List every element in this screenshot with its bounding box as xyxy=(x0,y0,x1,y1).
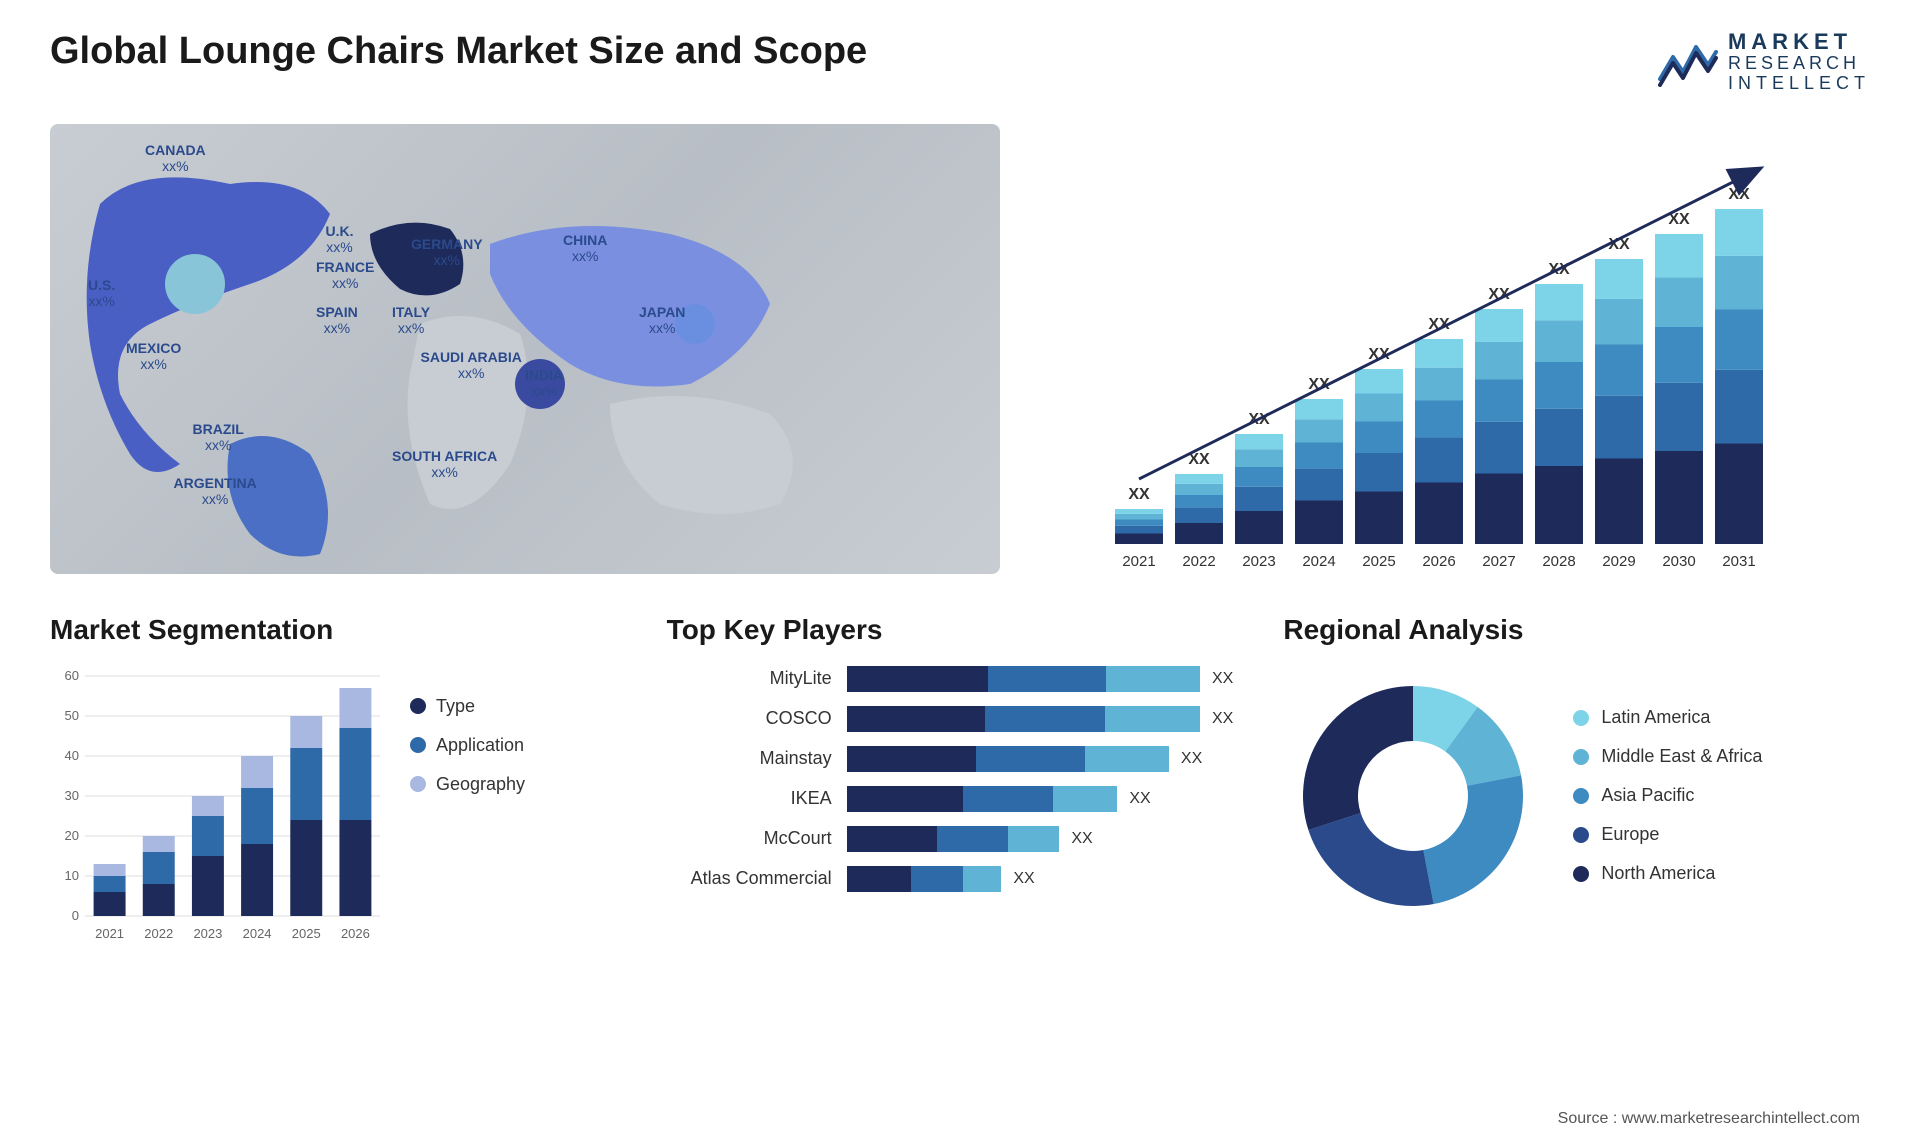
logo: MARKET RESEARCH INTELLECT xyxy=(1658,30,1870,94)
segmentation-legend: Type Application Geography xyxy=(410,666,525,946)
key-players-chart: MityLite XX COSCO XX Mainstay XX IKEA XX… xyxy=(667,666,1254,892)
svg-text:60: 60 xyxy=(65,668,79,683)
key-player-name: COSCO xyxy=(667,708,847,729)
map-label: U.K.xx% xyxy=(326,223,354,255)
map-label: CANADAxx% xyxy=(145,142,206,174)
svg-text:XX: XX xyxy=(1728,186,1750,203)
svg-text:2022: 2022 xyxy=(144,926,173,941)
page-title: Global Lounge Chairs Market Size and Sco… xyxy=(50,30,867,73)
map-label: MEXICOxx% xyxy=(126,340,181,372)
regional-legend: Latin America Middle East & Africa Asia Pa… xyxy=(1573,707,1762,884)
growth-bar-chart: XX2021XX2022XX2023XX2024XX2025XX2026XX20… xyxy=(1040,124,1870,574)
segmentation-panel: Market Segmentation 0 10 20 30 40 50 60 2021 202… xyxy=(50,614,637,946)
key-player-row: McCourt XX xyxy=(667,826,1234,852)
svg-text:20: 20 xyxy=(65,828,79,843)
map-label: BRAZILxx% xyxy=(193,421,244,453)
map-label: U.S.xx% xyxy=(88,277,115,309)
key-player-name: Atlas Commercial xyxy=(667,868,847,889)
key-player-name: McCourt xyxy=(667,828,847,849)
key-player-value: XX xyxy=(1129,790,1150,808)
key-player-row: MityLite XX xyxy=(667,666,1234,692)
world-map: CANADAxx% U.S.xx% MEXICOxx% BRAZILxx% ARGENT… xyxy=(50,124,1000,574)
svg-text:2029: 2029 xyxy=(1602,553,1635,570)
regional-legend-item: Asia Pacific xyxy=(1573,785,1762,806)
svg-text:10: 10 xyxy=(65,868,79,883)
svg-text:2026: 2026 xyxy=(341,926,370,941)
svg-text:2023: 2023 xyxy=(193,926,222,941)
svg-text:2024: 2024 xyxy=(243,926,272,941)
regional-legend-item: Europe xyxy=(1573,824,1762,845)
key-player-name: MityLite xyxy=(667,668,847,689)
map-label: FRANCExx% xyxy=(316,259,374,291)
svg-text:2025: 2025 xyxy=(292,926,321,941)
svg-text:2021: 2021 xyxy=(95,926,124,941)
map-label: INDIAxx% xyxy=(525,367,563,399)
svg-text:2027: 2027 xyxy=(1482,553,1515,570)
key-players-title: Top Key Players xyxy=(667,614,1254,646)
map-label: SOUTH AFRICAxx% xyxy=(392,448,497,480)
map-label: CHINAxx% xyxy=(563,232,607,264)
regional-title: Regional Analysis xyxy=(1283,614,1870,646)
svg-text:50: 50 xyxy=(65,708,79,723)
svg-text:40: 40 xyxy=(65,748,79,763)
segmentation-chart: 0 10 20 30 40 50 60 2021 2022 2023 2024 2025 2026 xyxy=(50,666,390,946)
map-label: ARGENTINAxx% xyxy=(174,475,257,507)
regional-legend-item: North America xyxy=(1573,863,1762,884)
key-player-row: COSCO XX xyxy=(667,706,1234,732)
key-player-value: XX xyxy=(1212,670,1233,688)
map-label: ITALYxx% xyxy=(392,304,430,336)
svg-text:2023: 2023 xyxy=(1242,553,1275,570)
key-player-name: Mainstay xyxy=(667,748,847,769)
svg-text:2024: 2024 xyxy=(1302,553,1335,570)
key-player-row: Atlas Commercial XX xyxy=(667,866,1234,892)
source-text: Source : www.marketresearchintellect.com xyxy=(1558,1110,1860,1128)
map-label: SPAINxx% xyxy=(316,304,358,336)
svg-text:XX: XX xyxy=(1128,486,1150,503)
key-player-value: XX xyxy=(1071,830,1092,848)
svg-text:0: 0 xyxy=(72,908,79,923)
key-player-name: IKEA xyxy=(667,788,847,809)
key-player-value: XX xyxy=(1013,870,1034,888)
key-player-row: IKEA XX xyxy=(667,786,1234,812)
key-player-value: XX xyxy=(1212,710,1233,728)
segmentation-legend-item: Application xyxy=(410,735,525,756)
svg-text:2022: 2022 xyxy=(1182,553,1215,570)
key-player-value: XX xyxy=(1181,750,1202,768)
segmentation-title: Market Segmentation xyxy=(50,614,637,646)
logo-text-2: RESEARCH xyxy=(1728,54,1870,74)
map-label: JAPANxx% xyxy=(639,304,685,336)
svg-text:2026: 2026 xyxy=(1422,553,1455,570)
logo-text-1: MARKET xyxy=(1728,30,1870,54)
map-label: SAUDI ARABIAxx% xyxy=(421,349,522,381)
regional-legend-item: Middle East & Africa xyxy=(1573,746,1762,767)
key-players-panel: Top Key Players MityLite XX COSCO XX Mai… xyxy=(667,614,1254,946)
regional-legend-item: Latin America xyxy=(1573,707,1762,728)
logo-icon xyxy=(1658,37,1718,87)
svg-text:2028: 2028 xyxy=(1542,553,1575,570)
svg-text:2031: 2031 xyxy=(1722,553,1755,570)
key-player-row: Mainstay XX xyxy=(667,746,1234,772)
segmentation-legend-item: Type xyxy=(410,696,525,717)
segmentation-legend-item: Geography xyxy=(410,774,525,795)
svg-text:2030: 2030 xyxy=(1662,553,1695,570)
svg-text:30: 30 xyxy=(65,788,79,803)
regional-panel: Regional Analysis Latin America Middle Ea… xyxy=(1283,614,1870,946)
svg-text:2021: 2021 xyxy=(1122,553,1155,570)
map-label: GERMANYxx% xyxy=(411,236,483,268)
regional-donut xyxy=(1283,666,1543,926)
svg-text:2025: 2025 xyxy=(1362,553,1395,570)
logo-text-3: INTELLECT xyxy=(1728,74,1870,94)
